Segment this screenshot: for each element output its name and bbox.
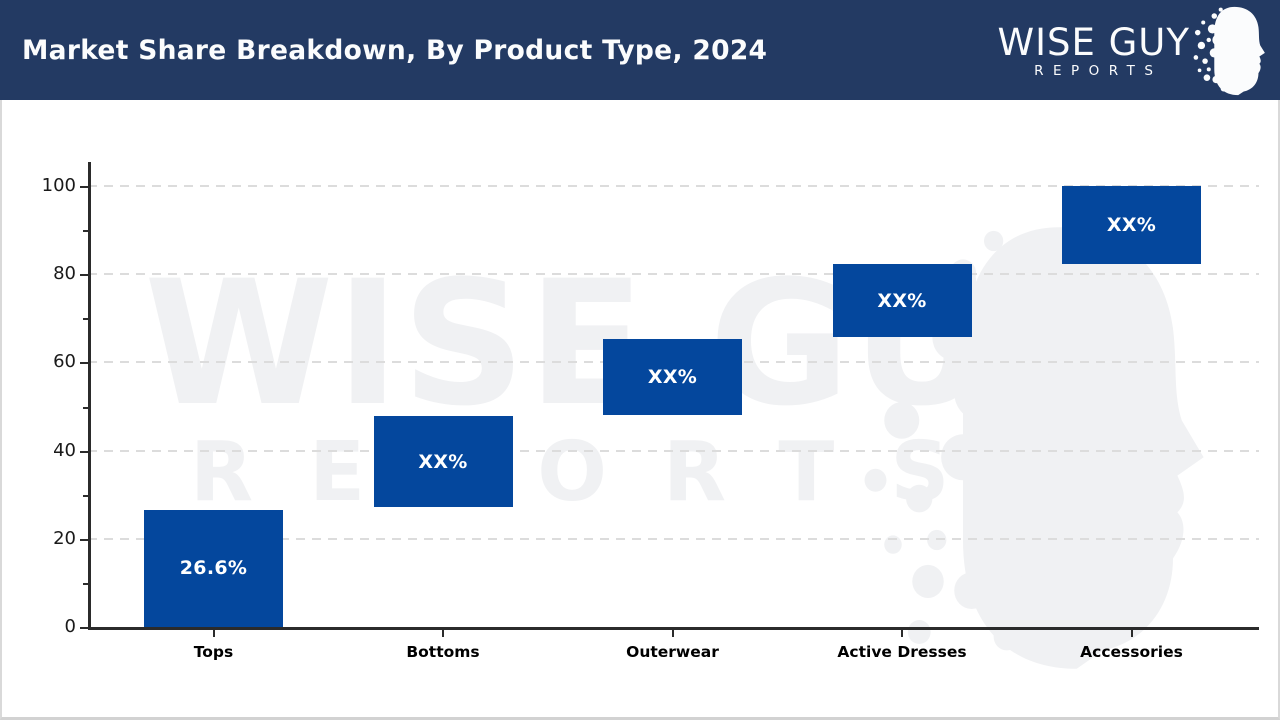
y-tick-minor [83, 318, 88, 321]
bar-value-label: XX% [1106, 213, 1157, 236]
y-tick-minor [83, 494, 88, 497]
y-tick-minor [83, 230, 88, 233]
logo-head-icon [1193, 6, 1265, 96]
category-label: Outerwear [626, 643, 719, 661]
logo-subtitle: REPORTS [1034, 62, 1163, 79]
gridline [88, 185, 1259, 187]
x-tick [442, 630, 444, 637]
y-tick-major [80, 274, 88, 277]
plot-area: 26.6% XX% XX% XX% XX% 0 20 40 60 80 100 Tops Bottoms… [2, 100, 1278, 717]
y-tick-label: 40 [53, 439, 76, 461]
y-axis [88, 162, 91, 630]
bar-value-label: XX% [418, 450, 468, 473]
category-label: Accessories [1080, 643, 1183, 661]
bar: XX% [832, 264, 972, 338]
chart-title: Market Share Breakdown, By Product Type,… [22, 34, 768, 66]
bar: 26.6% [144, 509, 283, 627]
x-tick [212, 630, 215, 637]
header-bar: Market Share Breakdown, By Product Type,… [0, 0, 1280, 100]
y-tick-label: 60 [53, 351, 76, 373]
category-label: Active Dresses [837, 643, 967, 661]
gridline [88, 537, 1259, 540]
x-axis [88, 627, 1259, 630]
y-tick-label: 80 [53, 263, 76, 285]
category-label: Bottoms [406, 643, 480, 661]
bar: XX% [373, 416, 513, 508]
y-tick-major [80, 627, 88, 629]
watermark-subtitle: REPORTS [190, 425, 1006, 520]
logo-wordmark: WISE GUY [997, 20, 1190, 64]
y-tick-major [80, 362, 88, 365]
y-tick-label: 100 [41, 175, 76, 196]
watermark-head-icon [864, 227, 1204, 669]
y-tick-major [80, 186, 88, 188]
bar-value-label: XX% [647, 366, 698, 389]
category-label: Tops [193, 643, 234, 661]
y-tick-label: 0 [64, 616, 76, 637]
x-tick [671, 630, 674, 637]
bar: XX% [1062, 186, 1201, 264]
y-tick-label: 20 [53, 527, 76, 549]
chart-canvas: WISE GUY REPORTS 26.6% XX% XX% XX% XX% 0 20 40 6… [0, 100, 1280, 720]
y-tick-minor [83, 406, 88, 409]
x-tick [901, 630, 903, 637]
bar: XX% [603, 339, 742, 416]
y-tick-major [80, 450, 88, 453]
y-tick-major [80, 538, 88, 541]
gridline [88, 449, 1259, 452]
logo-text: WISE GUY REPORTS [998, 24, 1190, 79]
x-tick [1130, 630, 1133, 637]
bar-value-label: 26.6% [179, 557, 248, 580]
y-tick-minor [83, 582, 88, 585]
bar-value-label: XX% [877, 289, 927, 312]
wise-guy-logo: WISE GUY REPORTS [998, 5, 1266, 97]
gridline [88, 273, 1259, 276]
